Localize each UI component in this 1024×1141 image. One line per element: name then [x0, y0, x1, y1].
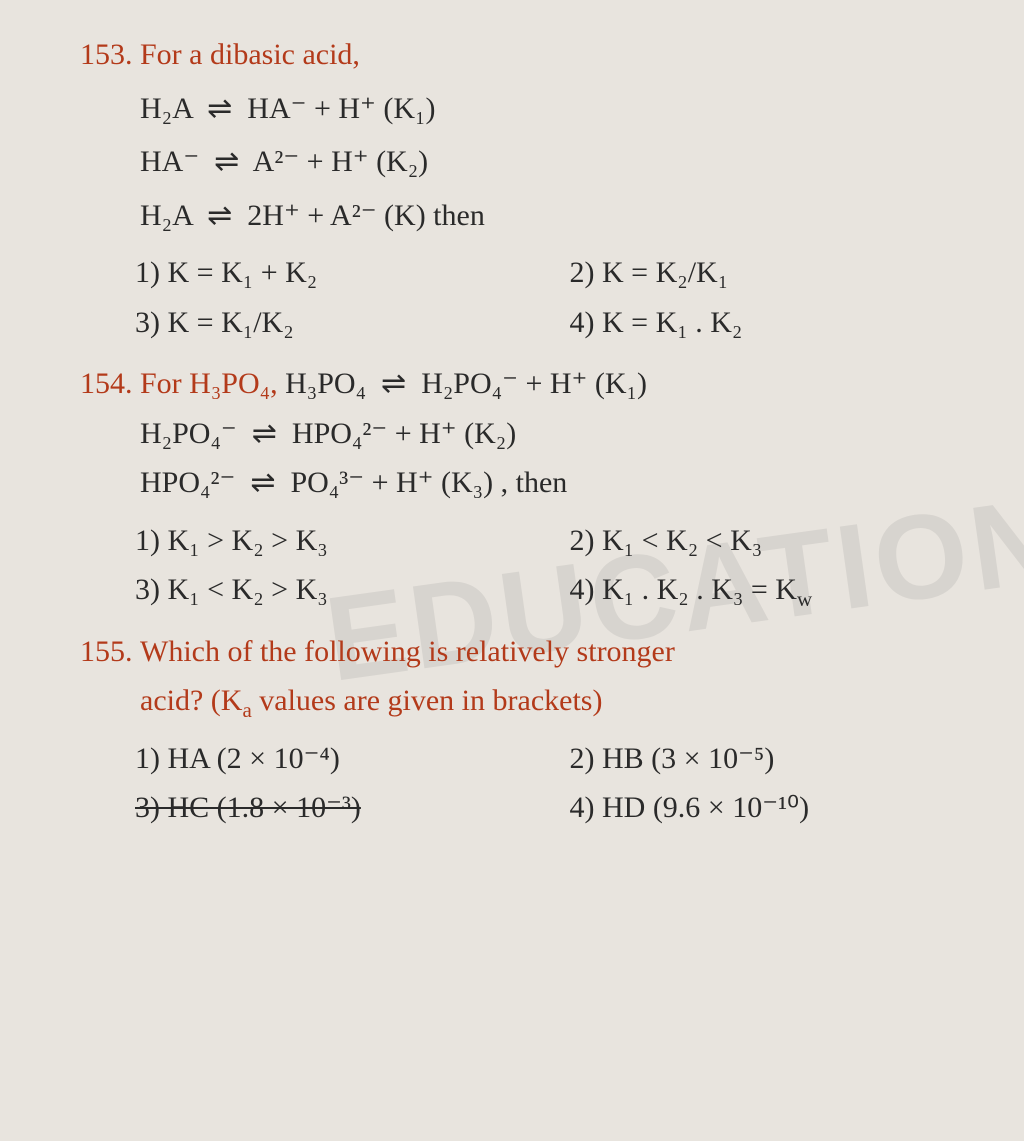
q155-option-3: 3) HC (1.8 × 10⁻³) [135, 783, 540, 833]
q153-eq3-rhs: 2H⁺ + A²⁻ (K) then [247, 199, 485, 232]
q155-stem2b: values are given in brackets) [252, 684, 603, 717]
q153-eq1-rhs: HA⁻ + H⁺ (K₁) [247, 92, 435, 125]
q155-stem-row2: acid? (Ka values are given in brackets) [140, 676, 974, 726]
q154-number: 154. [80, 359, 140, 409]
q155-number: 155. [80, 627, 140, 677]
q154-eq2-rhs: HPO₄²⁻ + H⁺ (K₂) [292, 417, 516, 450]
q153-eq3: H₂A ⇌ 2H⁺ + A²⁻ (K) then [140, 191, 974, 241]
q154-eq1-rhs: H₂PO₄⁻ + H⁺ (K₁) [421, 367, 647, 400]
q154-options: 1) K₁ > K₂ > K₃ 2) K₁ < K₂ < K₃ 3) K₁ < … [135, 516, 974, 615]
q154-option-4: 4) K₁ . K₂ . K₃ = Kw [570, 565, 975, 615]
q153-options: 1) K = K₁ + K₂ 2) K = K₂/K₁ 3) K = K₁/K₂… [135, 248, 974, 347]
q155-option-4: 4) HD (9.6 × 10⁻¹⁰) [570, 783, 975, 833]
q155-stem1: Which of the following is relatively str… [140, 627, 675, 677]
q153-option-3: 3) K = K₁/K₂ [135, 298, 540, 348]
q153-stem: For a dibasic acid, [140, 30, 360, 80]
q154-option-2: 2) K₁ < K₂ < K₃ [570, 516, 975, 566]
page-content: 153. For a dibasic acid, H₂A ⇌ HA⁻ + H⁺ … [0, 0, 1024, 863]
q153-eq2-rhs: A²⁻ + H⁺ (K₂) [253, 145, 429, 178]
q154-option-4-main: 4) K₁ . K₂ . K₃ = K [570, 573, 797, 606]
q154-eq1-lhs: H₃PO₄ [285, 367, 366, 400]
q154-option-3: 3) K₁ < K₂ > K₃ [135, 565, 540, 615]
q154-option-4-sub: w [797, 587, 812, 611]
q155-stem2-sub: a [242, 698, 251, 722]
q154-eq3: HPO₄²⁻ ⇌ PO₄³⁻ + H⁺ (K₃) , then [140, 458, 974, 508]
q153-eq3-lhs: H₂A [140, 199, 192, 232]
q154-eq3-rhs: PO₄³⁻ + H⁺ (K₃) , then [290, 466, 567, 499]
q153-eq1: H₂A ⇌ HA⁻ + H⁺ (K₁) [140, 84, 974, 134]
q154-option-1: 1) K₁ > K₂ > K₃ [135, 516, 540, 566]
q153-option-1: 1) K = K₁ + K₂ [135, 248, 540, 298]
q155-option-1: 1) HA (2 × 10⁻⁴) [135, 734, 540, 784]
q153-number: 153. [80, 30, 140, 80]
q154-eq2-lhs: H₂PO₄⁻ [140, 417, 237, 450]
q155-stem-row1: 155. Which of the following is relativel… [80, 627, 974, 677]
q153-option-2: 2) K = K₂/K₁ [570, 248, 975, 298]
q153-eq2-lhs: HA⁻ [140, 145, 199, 178]
q153-option-4: 4) K = K₁ . K₂ [570, 298, 975, 348]
q154-eq3-lhs: HPO₄²⁻ [140, 466, 235, 499]
q153-eq1-lhs: H₂A [140, 92, 192, 125]
q155-options: 1) HA (2 × 10⁻⁴) 2) HB (3 × 10⁻⁵) 3) HC … [135, 734, 974, 833]
q154-stem-row: 154. For H₃PO₄, H₃PO₄ ⇌ H₂PO₄⁻ + H⁺ (K₁) [80, 359, 974, 409]
q153-stem-row: 153. For a dibasic acid, [80, 30, 974, 80]
q155-stem2a: acid? (K [140, 684, 242, 717]
q154-stem-pre: For H₃PO₄, [140, 367, 285, 400]
q153-eq2: HA⁻ ⇌ A²⁻ + H⁺ (K₂) [140, 137, 974, 187]
q155-option-3-text: 3) HC (1.8 × 10⁻³) [135, 791, 361, 824]
q154-eq2: H₂PO₄⁻ ⇌ HPO₄²⁻ + H⁺ (K₂) [140, 409, 974, 459]
q155-option-2: 2) HB (3 × 10⁻⁵) [570, 734, 975, 784]
